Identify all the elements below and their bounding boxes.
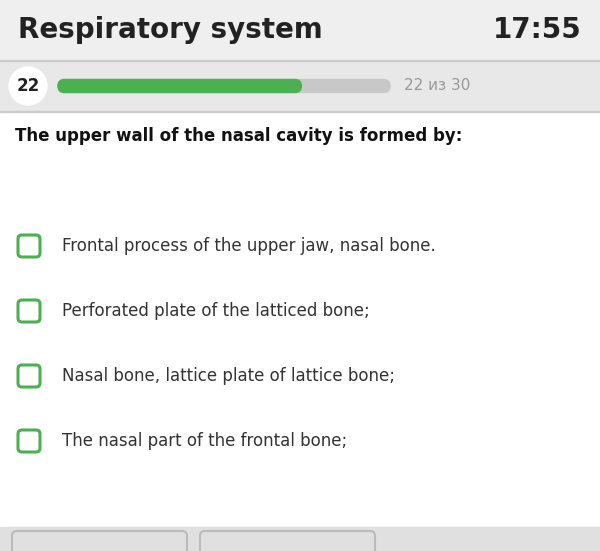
Text: Nasal bone, lattice plate of lattice bone;: Nasal bone, lattice plate of lattice bon…	[62, 367, 395, 385]
Text: The upper wall of the nasal cavity is formed by:: The upper wall of the nasal cavity is fo…	[15, 127, 463, 145]
Bar	[0, 0, 600, 60]
Text: 17:55: 17:55	[493, 16, 582, 44]
Text: Frontal process of the upper jaw, nasal bone.: Frontal process of the upper jaw, nasal …	[62, 237, 436, 255]
Text: Perforated plate of the latticed bone;: Perforated plate of the latticed bone;	[62, 302, 370, 320]
Text: Respiratory system: Respiratory system	[18, 16, 323, 44]
Text: The nasal part of the frontal bone;: The nasal part of the frontal bone;	[62, 432, 347, 450]
Bar	[0, 60, 600, 61]
Bar	[0, 111, 600, 112]
Circle shape	[9, 67, 47, 105]
Bar	[0, 527, 600, 551]
FancyBboxPatch shape	[58, 79, 390, 93]
Text: 22 из 30: 22 из 30	[404, 78, 470, 94]
Bar	[0, 61, 600, 111]
Text: 22: 22	[16, 77, 40, 95]
FancyBboxPatch shape	[58, 79, 301, 93]
